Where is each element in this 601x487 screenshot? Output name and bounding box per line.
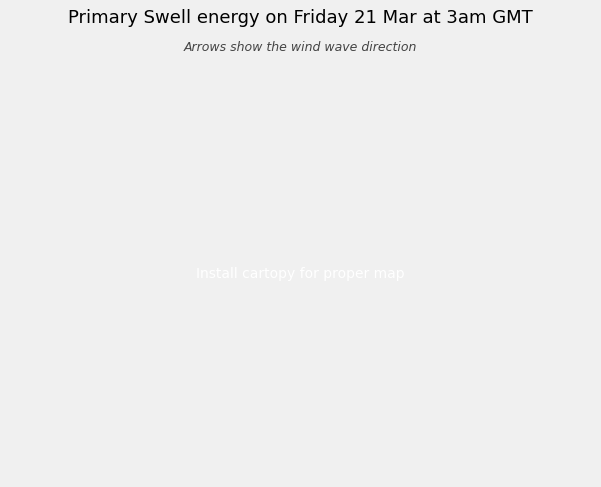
Text: Arrows show the wind wave direction: Arrows show the wind wave direction (184, 41, 417, 54)
Text: Primary Swell energy on Friday 21 Mar at 3am GMT: Primary Swell energy on Friday 21 Mar at… (68, 9, 533, 27)
Text: Install cartopy for proper map: Install cartopy for proper map (196, 267, 405, 281)
